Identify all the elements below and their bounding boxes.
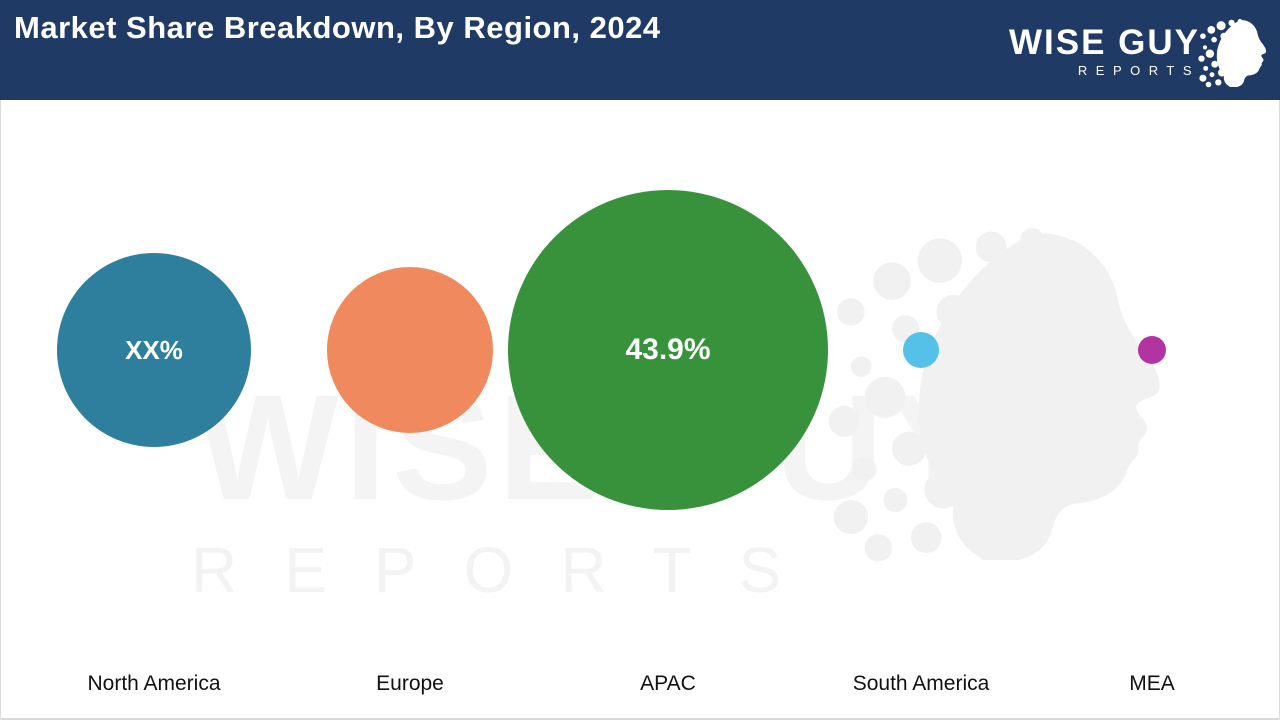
bubble-europe (327, 267, 493, 433)
logo-head-icon (1198, 19, 1267, 88)
axis-label-north-america: North America (87, 672, 221, 695)
logo-wordmark: WISE GUY (1008, 23, 1200, 62)
axis-label-mea: MEA (1129, 672, 1175, 695)
page-title: Market Share Breakdown, By Region, 2024 (14, 10, 661, 45)
bubble-apac: 43.9% (508, 190, 828, 510)
axis-label-europe: Europe (376, 672, 444, 695)
bubble-value-label: 43.9% (625, 333, 711, 366)
wise-guy-logo: WISE GUY REPORTS (1009, 6, 1270, 96)
bubble-value-label: XX% (125, 334, 183, 365)
logo-subtext: REPORTS (1077, 63, 1200, 78)
bubble-north-america: XX% (57, 253, 251, 447)
watermark-head-icon (828, 228, 1160, 562)
bubble-chart: WISE GUY REPORTS XX% North America Europe 4… (0, 100, 1280, 720)
axis-label-apac: APAC (640, 672, 696, 695)
bubble-mea (1138, 336, 1166, 364)
watermark-subtext: REPORTS (191, 534, 829, 606)
axis-label-south-america: South America (852, 672, 990, 695)
bubble-south-america (903, 332, 939, 368)
header-bar: Market Share Breakdown, By Region, 2024 … (0, 0, 1280, 100)
logo-text: WISE GUY REPORTS (1009, 24, 1200, 80)
